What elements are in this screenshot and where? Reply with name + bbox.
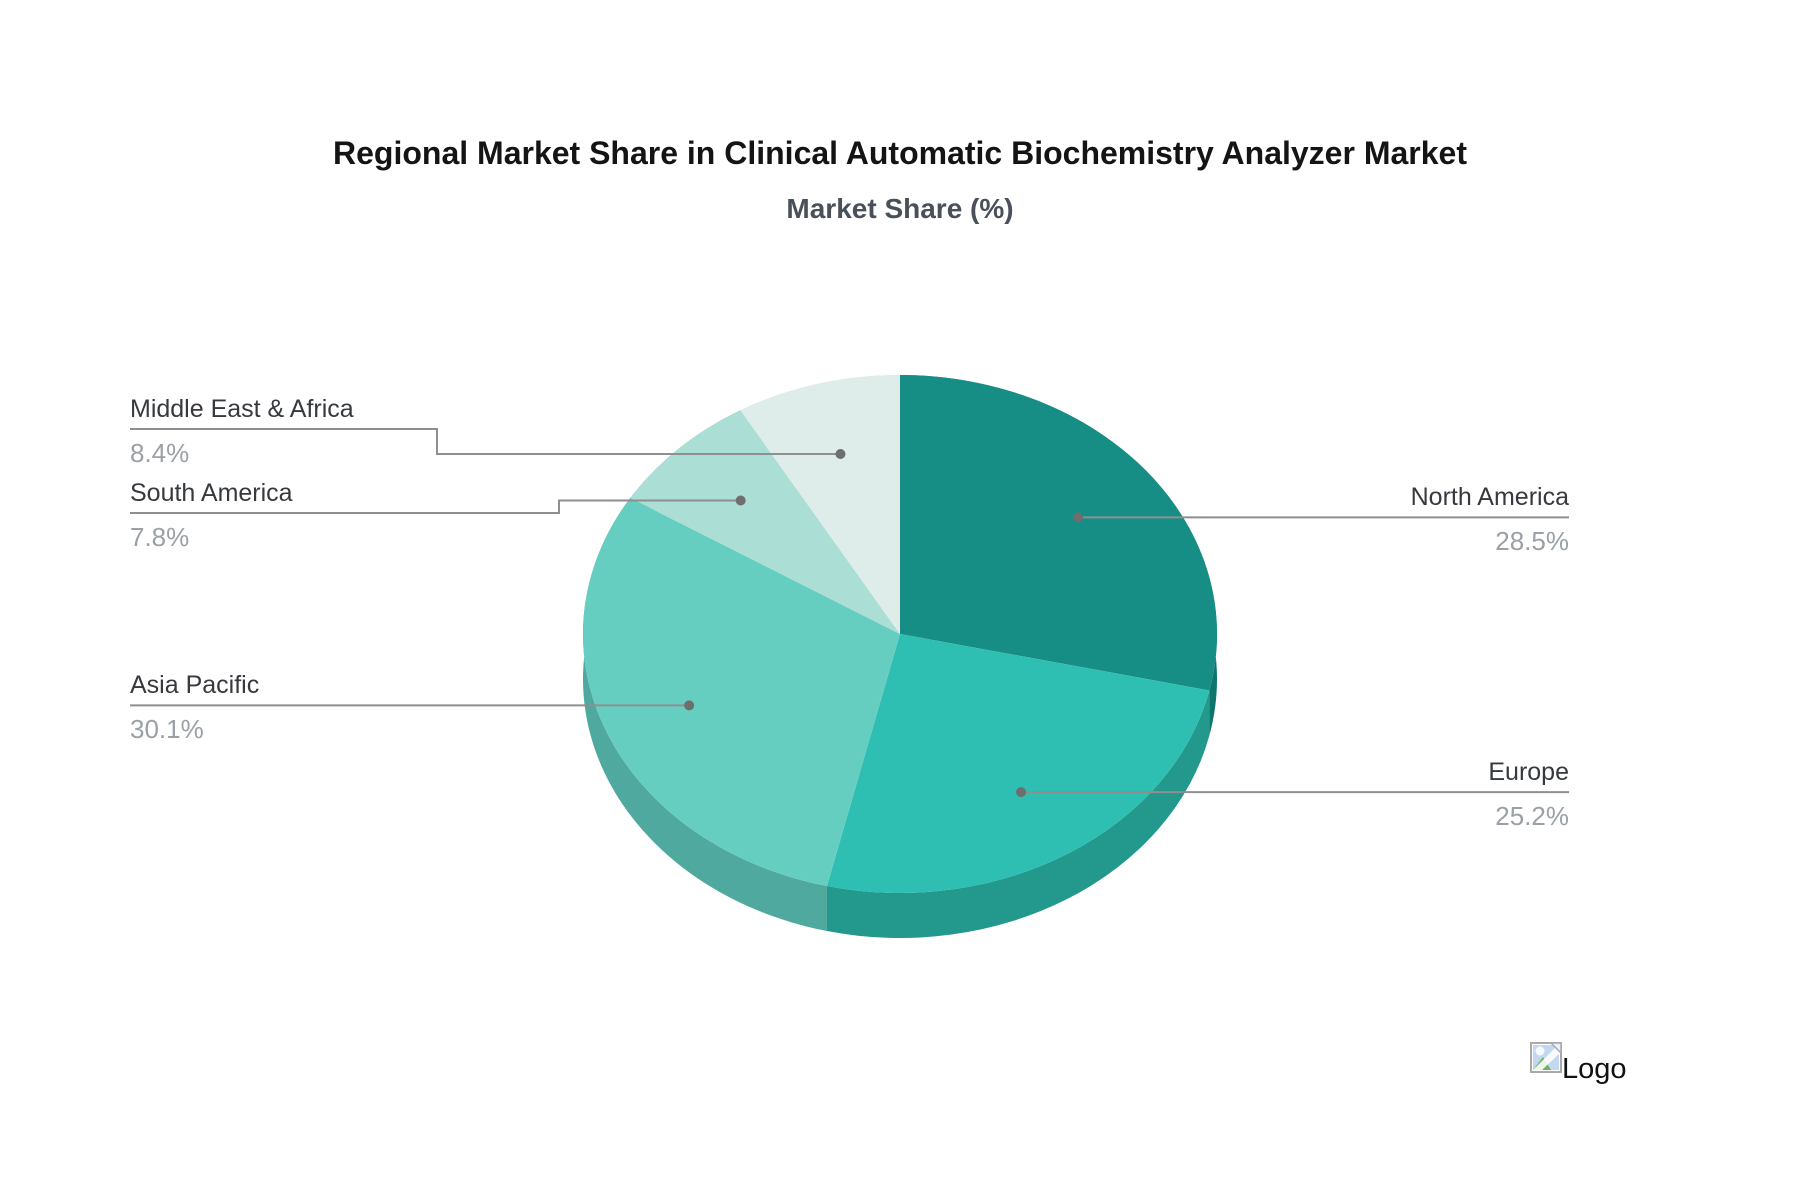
pie-slice-asia-pacific[interactable] [582, 497, 900, 887]
leader-dot-europe [1016, 787, 1027, 798]
slice-value: 30.1% [130, 714, 204, 745]
broken-image-icon [1530, 1042, 1562, 1073]
logo: Logo [1530, 1042, 1627, 1084]
pie-slice-depth-asia-pacific [582, 497, 827, 932]
pie-slice-middle-east-africa[interactable] [740, 375, 900, 634]
chart-subtitle: Market Share (%) [786, 193, 1014, 224]
slice-name: North America [1410, 483, 1569, 512]
slice-label-asia-pacific: Asia Pacific 30.1% [130, 670, 259, 744]
leader-dot-north-america [1073, 512, 1084, 523]
slice-label-south-america: South America 7.8% [130, 478, 293, 552]
slice-value: 25.2% [1495, 801, 1569, 832]
slice-label-europe: Europe 25.2% [1488, 757, 1569, 831]
leader-line-middle-east-africa [130, 428, 841, 455]
chart-title: Regional Market Share in Clinical Automa… [333, 135, 1467, 171]
leader-dot-asia-pacific [684, 700, 695, 711]
slice-value: 8.4% [130, 438, 190, 468]
pie-slice-north-america[interactable] [900, 375, 1217, 691]
slice-value: 7.8% [130, 522, 190, 552]
slice-name: South America [130, 479, 293, 507]
slice-name: Europe [1488, 758, 1569, 787]
pie-slice-europe[interactable] [826, 634, 1210, 893]
pie-slice-depth-europe [826, 690, 1210, 938]
slice-value: 28.5% [1495, 526, 1569, 557]
pie-slice-south-america[interactable] [630, 410, 900, 634]
logo-text: Logo [1562, 1053, 1627, 1085]
slice-name: Middle East & Africa [130, 395, 354, 423]
leader-dot-south-america [735, 495, 746, 506]
slice-label-middle-east-africa: Middle East & Africa 8.4% [130, 394, 354, 468]
slice-name: Asia Pacific [130, 671, 260, 700]
leader-dot-middle-east-africa [835, 448, 846, 459]
slice-label-north-america: North America 28.5% [1411, 482, 1569, 556]
leader-line-south-america [130, 499, 741, 514]
